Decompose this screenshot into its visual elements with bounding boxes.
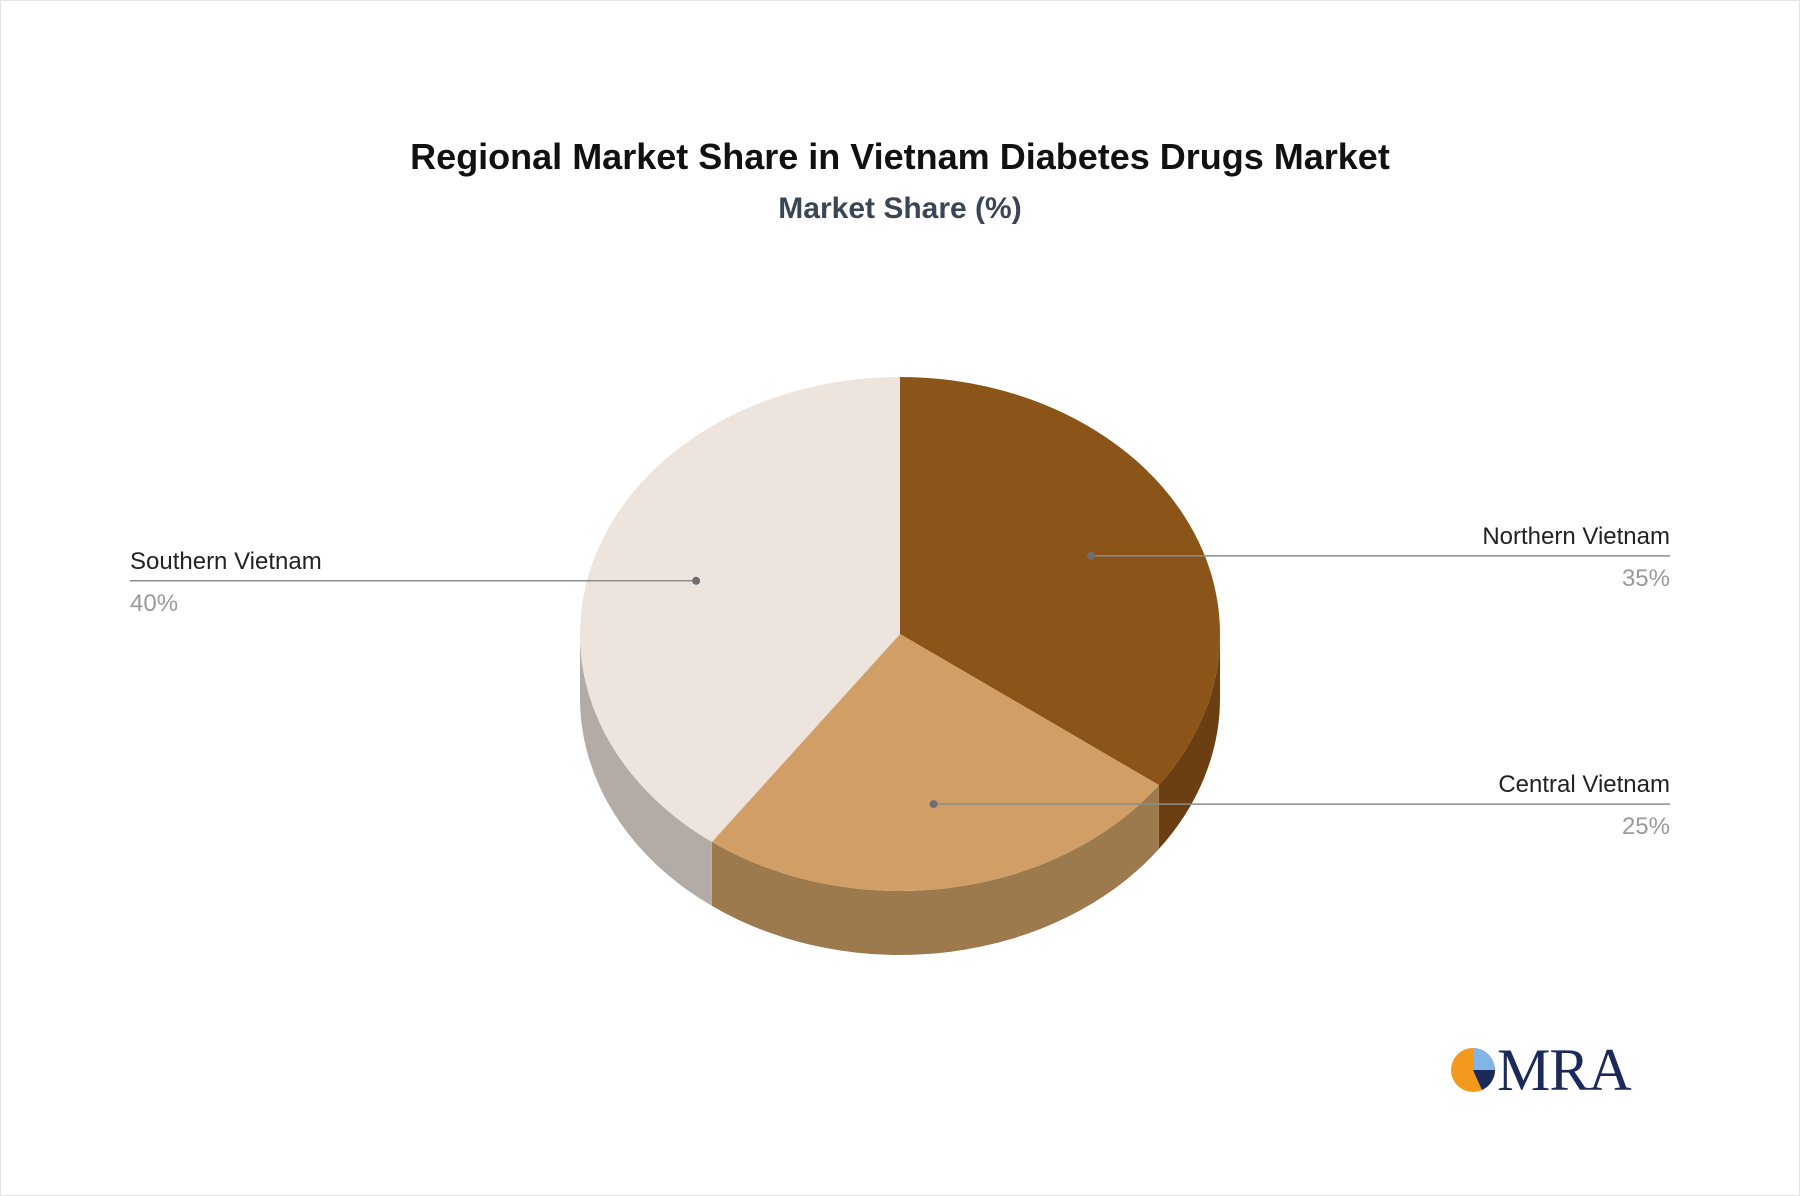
pie-labels: Northern Vietnam 35% Central Vietnam 25% Sou… <box>130 523 1670 840</box>
pie-top <box>580 377 1220 891</box>
pie-side-southern-vietnam <box>580 634 712 906</box>
logo-pie-icon <box>1451 1048 1495 1092</box>
logo-text: MRA <box>1497 1037 1632 1103</box>
leader-dot-southern-vietnam <box>692 576 701 585</box>
pie-slice-southern-vietnam[interactable] <box>580 377 900 842</box>
label-name-central-vietnam: Central Vietnam <box>1498 771 1670 798</box>
pie-side-central-vietnam <box>711 785 1159 956</box>
chart-title: Regional Market Share in Vietnam Diabete… <box>410 136 1390 177</box>
label-name-southern-vietnam: Southern Vietnam <box>130 548 322 575</box>
pie-side-northern-vietnam <box>1158 634 1220 850</box>
label-value-southern-vietnam: 40% <box>130 590 178 617</box>
pie-slice-central-vietnam[interactable] <box>711 634 1159 891</box>
pie-slice-northern-vietnam[interactable] <box>900 377 1220 786</box>
mra-logo: MRA <box>1449 1040 1649 1100</box>
leader-dot-northern-vietnam <box>1087 551 1096 560</box>
chart-subtitle: Market Share (%) <box>778 192 1022 225</box>
leader-dot-central-vietnam <box>929 800 938 809</box>
label-name-northern-vietnam: Northern Vietnam <box>1482 523 1670 550</box>
pie-sides <box>580 634 1220 956</box>
label-value-central-vietnam: 25% <box>1622 813 1670 840</box>
label-value-northern-vietnam: 35% <box>1622 565 1670 592</box>
